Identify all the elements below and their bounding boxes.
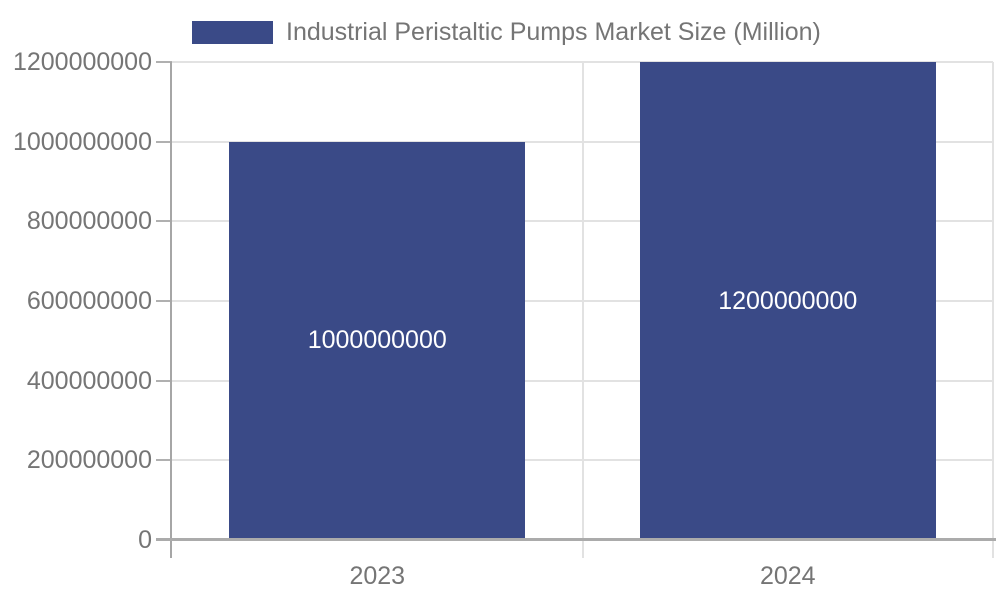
y-axis-tick-label: 1000000000: [12, 127, 152, 156]
y-axis-tick-label: 0: [138, 526, 152, 554]
bar-value-label: 1000000000: [307, 326, 447, 355]
x-axis-tick-label: 2024: [759, 562, 816, 590]
y-axis-tick: [156, 459, 172, 462]
y-axis-tick: [156, 220, 172, 223]
y-axis-tick-label: 1200000000: [12, 48, 152, 76]
y-axis-line: [170, 62, 172, 558]
bar-value-label: 1200000000: [718, 286, 858, 315]
legend-swatch: [192, 20, 273, 44]
legend[interactable]: Industrial Peristaltic Pumps Market Size…: [192, 18, 821, 46]
y-axis-tick: [156, 379, 172, 382]
y-axis-tick: [156, 300, 172, 302]
x-gridline: [581, 62, 584, 558]
y-axis-tick-label: 800000000: [26, 207, 152, 236]
x-axis-tick-label: 2023: [349, 562, 406, 590]
y-axis-tick: [156, 61, 172, 63]
y-axis-tick-label: 200000000: [26, 446, 152, 475]
y-axis-tick-label: 600000000: [26, 287, 152, 315]
y-axis-tick-label: 400000000: [26, 366, 152, 395]
bar-2023: 1000000000: [229, 141, 526, 540]
y-axis-tick: [156, 140, 172, 143]
legend-label: Industrial Peristaltic Pumps Market Size…: [286, 17, 821, 46]
x-axis-line: [156, 538, 996, 541]
x-gridline: [992, 62, 994, 558]
bar-2024: 1200000000: [639, 62, 936, 540]
